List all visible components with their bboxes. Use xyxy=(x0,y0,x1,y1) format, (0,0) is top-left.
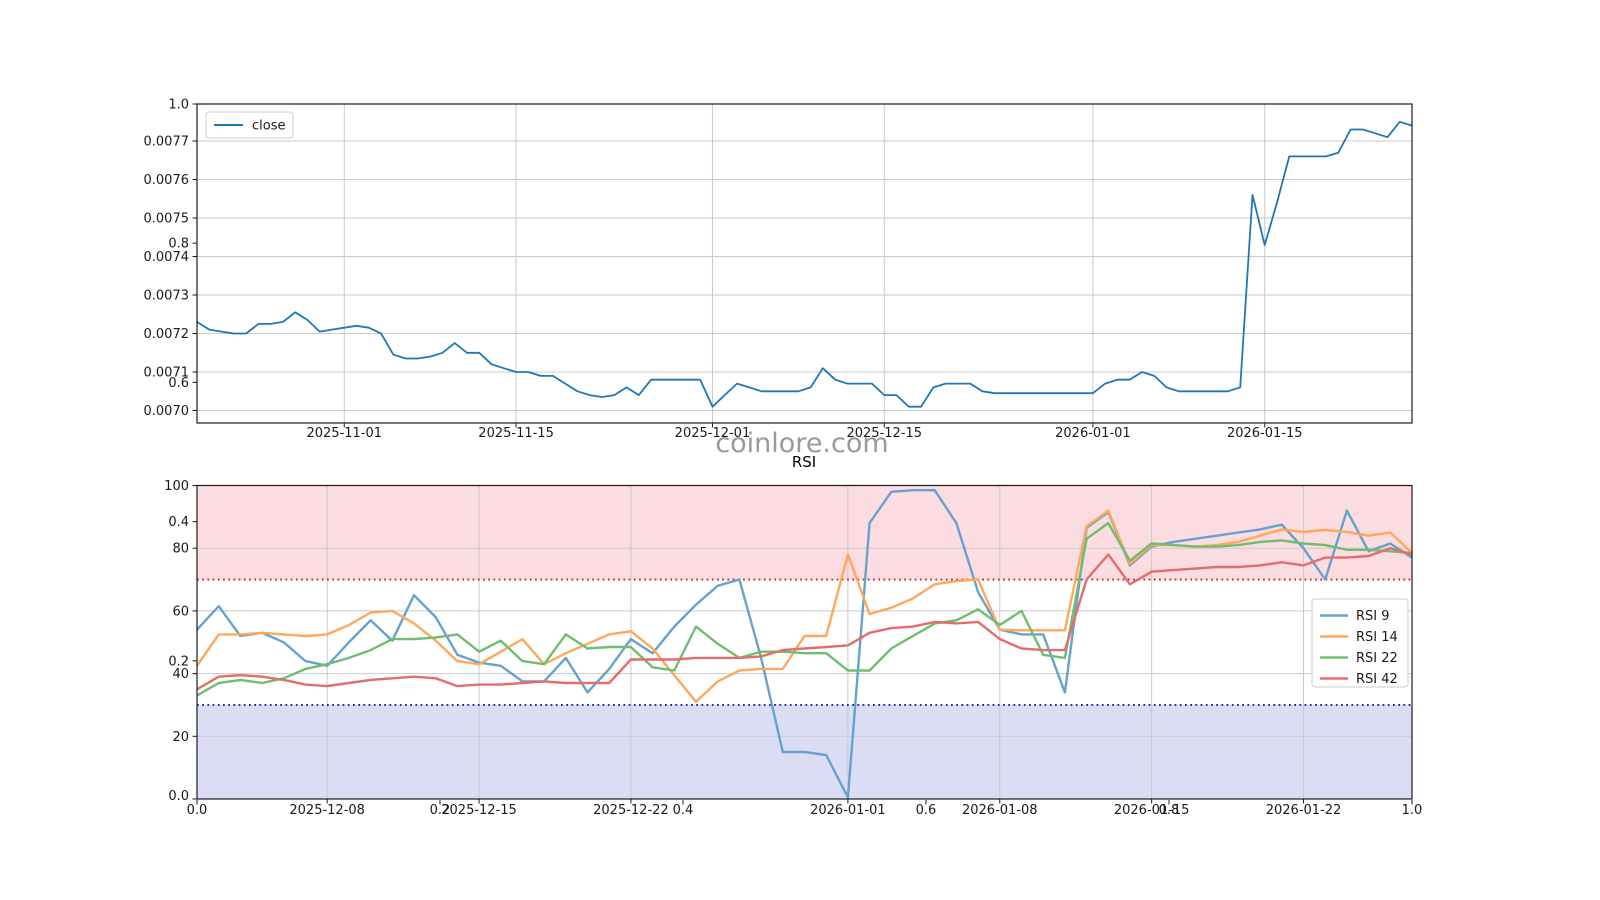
price-x-tick-label: 2025-12-01 xyxy=(675,426,751,441)
price-y-tick-label: 0.0076 xyxy=(144,173,190,188)
rsi-9-line xyxy=(196,489,1413,799)
overlay-y-tick-label: 1.0 xyxy=(168,98,189,113)
rsi-42-line xyxy=(196,547,1413,691)
rsi-y-tick-label: 100 xyxy=(164,479,189,494)
price-panel-frame xyxy=(196,103,1413,424)
price-y-tick-label: 0.0075 xyxy=(144,212,190,227)
close-price-line xyxy=(196,120,1413,408)
overbought-band xyxy=(197,485,1412,580)
price-legend xyxy=(205,111,294,139)
overlay-y-tick-label: 0.6 xyxy=(168,376,189,391)
rsi-y-tick-label: 0.0 xyxy=(168,789,189,804)
rsi-x-tick-label: 2026-01-22 xyxy=(1266,803,1342,818)
rsi-legend-label: RSI 14 xyxy=(1356,630,1398,645)
overlay-y-tick-label: 0.2 xyxy=(168,654,189,669)
rsi-x-tick-label: 2025-12-22 xyxy=(593,803,669,818)
overlay-x-tick-label: 0.8 xyxy=(1159,803,1180,818)
rsi-legend-label: RSI 9 xyxy=(1356,609,1390,624)
overlay-y-tick-label: 0.4 xyxy=(168,515,189,530)
rsi-y-tick-label: 80 xyxy=(172,542,189,557)
price-y-tick-label: 0.0071 xyxy=(144,366,190,381)
overlay-x-tick-label: 0.4 xyxy=(673,803,694,818)
rsi-x-tick-label: 2026-01-01 xyxy=(810,803,886,818)
overlay-y-tick-label: 0.8 xyxy=(168,237,189,252)
overlay-x-tick-label: 1.0 xyxy=(1402,803,1423,818)
price-x-tick-label: 2026-01-15 xyxy=(1227,426,1303,441)
rsi-y-tick-label: 60 xyxy=(172,604,189,619)
price-legend-label: close xyxy=(252,119,285,134)
price-x-tick-label: 2026-01-01 xyxy=(1055,426,1131,441)
price-y-tick-label: 0.0074 xyxy=(144,250,190,265)
price-y-tick-label: 0.0070 xyxy=(144,404,190,419)
price-y-tick-label: 0.0073 xyxy=(144,289,190,304)
rsi-x-tick-label: 2025-12-08 xyxy=(289,803,365,818)
rsi-legend-label: RSI 42 xyxy=(1356,672,1398,687)
price-x-tick-label: 2025-11-15 xyxy=(478,426,554,441)
rsi-22-line xyxy=(196,521,1413,697)
overlay-x-tick-label: 0.2 xyxy=(430,803,451,818)
rsi-legend xyxy=(1311,598,1409,688)
rsi-x-tick-label: 2026-01-15 xyxy=(1114,803,1190,818)
overlay-x-tick-label: 0.6 xyxy=(916,803,937,818)
overlay-x-tick-label: 0.0 xyxy=(187,803,208,818)
rsi-panel-frame xyxy=(196,484,1413,800)
price-y-tick-label: 0.0072 xyxy=(144,327,190,342)
price-x-tick-label: 2025-12-15 xyxy=(846,426,922,441)
rsi-panel-title: RSI xyxy=(791,453,817,471)
rsi-x-tick-label: 2026-01-08 xyxy=(962,803,1038,818)
rsi-y-tick-label: 20 xyxy=(172,730,189,745)
price-y-tick-label: 0.0077 xyxy=(144,135,190,150)
rsi-legend-label: RSI 22 xyxy=(1356,651,1398,666)
watermark: coinlore.com xyxy=(715,428,889,459)
rsi-x-tick-label: 2025-12-15 xyxy=(441,803,517,818)
price-x-tick-label: 2025-11-01 xyxy=(306,426,382,441)
rsi-y-tick-label: 40 xyxy=(172,667,189,682)
